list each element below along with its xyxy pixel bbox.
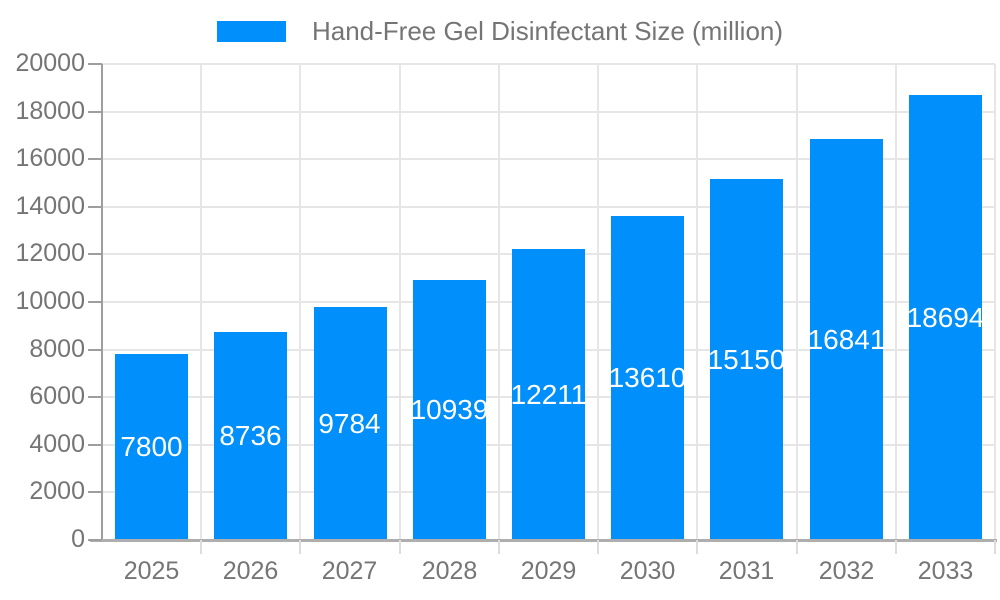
x-axis-tick-label: 2027 xyxy=(321,557,378,585)
plot-area: 7800 8736 9784 10939 12211 13610 15150 16841 186… xyxy=(102,63,996,540)
bar[interactable] xyxy=(909,95,982,540)
y-axis-tick-label: 4000 xyxy=(29,430,85,458)
y-axis-tick xyxy=(88,301,102,303)
bar[interactable] xyxy=(611,216,684,540)
y-axis-tick-label: 16000 xyxy=(15,144,85,172)
chart-legend: Hand-Free Gel Disinfectant Size (million… xyxy=(0,16,1000,47)
y-axis-tick-label: 8000 xyxy=(29,335,85,363)
vertical-gridline xyxy=(895,64,897,540)
y-axis-tick xyxy=(88,63,102,65)
y-axis-tick xyxy=(88,491,102,493)
bar[interactable] xyxy=(214,332,287,540)
y-axis-tick xyxy=(88,539,102,541)
x-axis-tick xyxy=(994,540,996,554)
y-axis-tick-labels: 0 2000 4000 6000 8000 10000 12000 14000 16000 180… xyxy=(0,51,85,552)
x-axis-tick-label: 2033 xyxy=(917,557,974,585)
y-axis-tick-label: 18000 xyxy=(15,97,85,125)
y-axis-tick-label: 0 xyxy=(71,525,85,553)
vertical-gridline xyxy=(498,64,500,540)
bar[interactable] xyxy=(115,354,188,540)
horizontal-gridline xyxy=(102,158,995,160)
y-axis-tick-label: 6000 xyxy=(29,382,85,410)
legend-item[interactable]: Hand-Free Gel Disinfectant Size (million… xyxy=(216,16,784,47)
x-axis-tick xyxy=(696,540,698,554)
y-axis-tick xyxy=(88,396,102,398)
vertical-gridline xyxy=(796,64,798,540)
x-axis-tick-label: 2032 xyxy=(818,557,875,585)
x-axis-tick-labels: 2025 2026 2027 2028 2029 2030 2031 2032 2033 xyxy=(102,556,995,590)
vertical-gridline xyxy=(994,64,996,540)
x-axis-tick xyxy=(399,540,401,554)
x-axis-baseline xyxy=(90,539,997,542)
x-axis-tick-label: 2031 xyxy=(718,557,775,585)
x-axis-tick xyxy=(498,540,500,554)
x-axis-tick-label: 2025 xyxy=(123,557,180,585)
vertical-gridline xyxy=(200,64,202,540)
horizontal-gridline xyxy=(102,63,995,65)
x-axis-tick xyxy=(796,540,798,554)
bar[interactable] xyxy=(810,139,883,540)
x-axis-tick-label: 2026 xyxy=(222,557,279,585)
x-axis-tick xyxy=(200,540,202,554)
y-axis-tick xyxy=(88,111,102,113)
y-axis-tick xyxy=(88,206,102,208)
legend-swatch xyxy=(216,21,286,42)
y-axis-tick-label: 12000 xyxy=(15,239,85,267)
x-axis-tick-label: 2030 xyxy=(619,557,676,585)
y-axis-tick-label: 2000 xyxy=(29,477,85,505)
y-axis-tick-label: 10000 xyxy=(15,287,85,315)
y-axis-tick xyxy=(88,349,102,351)
y-axis-tick xyxy=(88,444,102,446)
vertical-gridline xyxy=(299,64,301,540)
y-axis-tick xyxy=(88,253,102,255)
vertical-gridline xyxy=(399,64,401,540)
bar[interactable] xyxy=(413,280,486,540)
x-axis-tick-label: 2029 xyxy=(520,557,577,585)
y-axis-tick-label: 20000 xyxy=(15,49,85,77)
horizontal-gridline xyxy=(102,111,995,113)
y-axis-tick-label: 14000 xyxy=(15,192,85,220)
x-axis-tick xyxy=(597,540,599,554)
x-axis-tick xyxy=(895,540,897,554)
vertical-gridline xyxy=(696,64,698,540)
horizontal-gridline xyxy=(102,206,995,208)
bar[interactable] xyxy=(512,249,585,540)
y-axis-line xyxy=(101,64,103,540)
y-axis-tick xyxy=(88,158,102,160)
bar[interactable] xyxy=(710,179,783,540)
x-axis-tick xyxy=(299,540,301,554)
chart-title: Hand-Free Gel Disinfectant Size (million… xyxy=(311,16,784,46)
x-axis-tick-label: 2028 xyxy=(421,557,478,585)
bar[interactable] xyxy=(314,307,387,540)
vertical-gridline xyxy=(597,64,599,540)
